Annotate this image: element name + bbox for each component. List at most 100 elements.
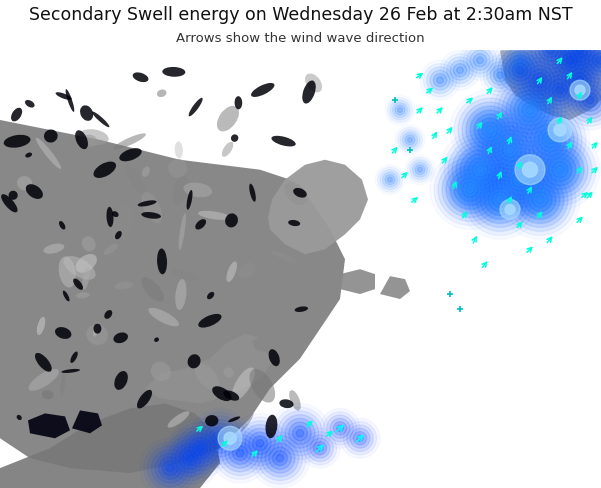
- Circle shape: [523, 25, 576, 77]
- Circle shape: [388, 178, 392, 183]
- Ellipse shape: [26, 185, 43, 200]
- Circle shape: [480, 180, 520, 220]
- Circle shape: [498, 159, 542, 202]
- Circle shape: [423, 64, 457, 98]
- Ellipse shape: [1, 195, 17, 213]
- Circle shape: [405, 136, 415, 145]
- Ellipse shape: [126, 165, 145, 195]
- Circle shape: [462, 182, 478, 198]
- Circle shape: [403, 133, 418, 148]
- Circle shape: [581, 42, 601, 80]
- Polygon shape: [268, 161, 368, 255]
- Circle shape: [466, 48, 493, 74]
- Circle shape: [524, 184, 556, 216]
- Circle shape: [526, 107, 534, 115]
- Circle shape: [517, 59, 563, 103]
- Circle shape: [224, 432, 236, 444]
- Ellipse shape: [111, 205, 134, 241]
- Ellipse shape: [141, 213, 161, 219]
- Circle shape: [593, 54, 601, 69]
- Circle shape: [418, 168, 423, 173]
- Circle shape: [544, 134, 557, 147]
- Ellipse shape: [198, 211, 230, 221]
- Circle shape: [494, 135, 526, 166]
- Circle shape: [510, 51, 530, 71]
- Circle shape: [534, 194, 546, 206]
- Circle shape: [488, 148, 552, 212]
- Ellipse shape: [66, 90, 75, 113]
- Circle shape: [249, 432, 271, 454]
- Circle shape: [544, 155, 576, 186]
- Circle shape: [554, 125, 566, 137]
- Circle shape: [218, 427, 242, 450]
- Circle shape: [201, 420, 239, 457]
- Circle shape: [571, 82, 601, 120]
- Circle shape: [518, 99, 542, 122]
- Circle shape: [457, 178, 483, 203]
- Circle shape: [564, 75, 601, 127]
- Circle shape: [501, 162, 538, 199]
- Ellipse shape: [79, 130, 109, 146]
- Circle shape: [446, 166, 494, 214]
- Circle shape: [538, 129, 562, 152]
- Ellipse shape: [241, 413, 254, 431]
- Circle shape: [513, 55, 526, 68]
- Ellipse shape: [115, 282, 133, 289]
- Circle shape: [189, 437, 211, 460]
- Ellipse shape: [94, 162, 116, 179]
- Circle shape: [575, 86, 585, 96]
- Circle shape: [496, 73, 503, 80]
- Circle shape: [492, 152, 548, 208]
- Circle shape: [596, 58, 601, 65]
- Ellipse shape: [142, 167, 150, 178]
- Circle shape: [171, 440, 209, 477]
- Circle shape: [144, 442, 197, 488]
- Circle shape: [458, 149, 502, 192]
- Circle shape: [468, 168, 532, 232]
- Ellipse shape: [76, 254, 97, 273]
- Circle shape: [293, 426, 308, 441]
- Circle shape: [589, 50, 601, 72]
- Ellipse shape: [70, 352, 78, 363]
- Circle shape: [458, 99, 522, 163]
- Circle shape: [245, 428, 275, 458]
- Ellipse shape: [305, 74, 322, 93]
- Circle shape: [477, 167, 483, 173]
- Circle shape: [213, 431, 228, 446]
- Circle shape: [256, 440, 264, 447]
- Circle shape: [477, 58, 483, 64]
- Ellipse shape: [133, 73, 148, 83]
- Ellipse shape: [63, 291, 70, 302]
- Ellipse shape: [29, 369, 59, 391]
- Circle shape: [484, 184, 516, 216]
- Ellipse shape: [284, 183, 307, 205]
- Circle shape: [276, 454, 284, 462]
- Circle shape: [347, 425, 373, 451]
- Circle shape: [582, 93, 597, 108]
- Ellipse shape: [225, 214, 238, 228]
- Ellipse shape: [188, 354, 201, 368]
- Circle shape: [531, 122, 569, 159]
- Circle shape: [452, 142, 508, 198]
- Circle shape: [216, 435, 224, 442]
- Circle shape: [490, 66, 510, 86]
- Ellipse shape: [249, 184, 256, 203]
- Circle shape: [523, 104, 536, 117]
- Circle shape: [175, 443, 205, 473]
- Ellipse shape: [114, 333, 128, 344]
- Circle shape: [323, 412, 356, 445]
- Circle shape: [343, 422, 377, 455]
- Circle shape: [517, 99, 543, 123]
- Circle shape: [518, 179, 562, 222]
- Circle shape: [470, 111, 510, 150]
- Circle shape: [516, 67, 523, 75]
- Circle shape: [159, 457, 182, 479]
- Circle shape: [327, 415, 353, 442]
- Circle shape: [218, 431, 263, 476]
- Circle shape: [472, 163, 488, 178]
- Circle shape: [574, 35, 601, 87]
- Circle shape: [478, 118, 502, 143]
- Circle shape: [155, 453, 185, 483]
- Circle shape: [522, 113, 578, 168]
- Circle shape: [514, 174, 526, 186]
